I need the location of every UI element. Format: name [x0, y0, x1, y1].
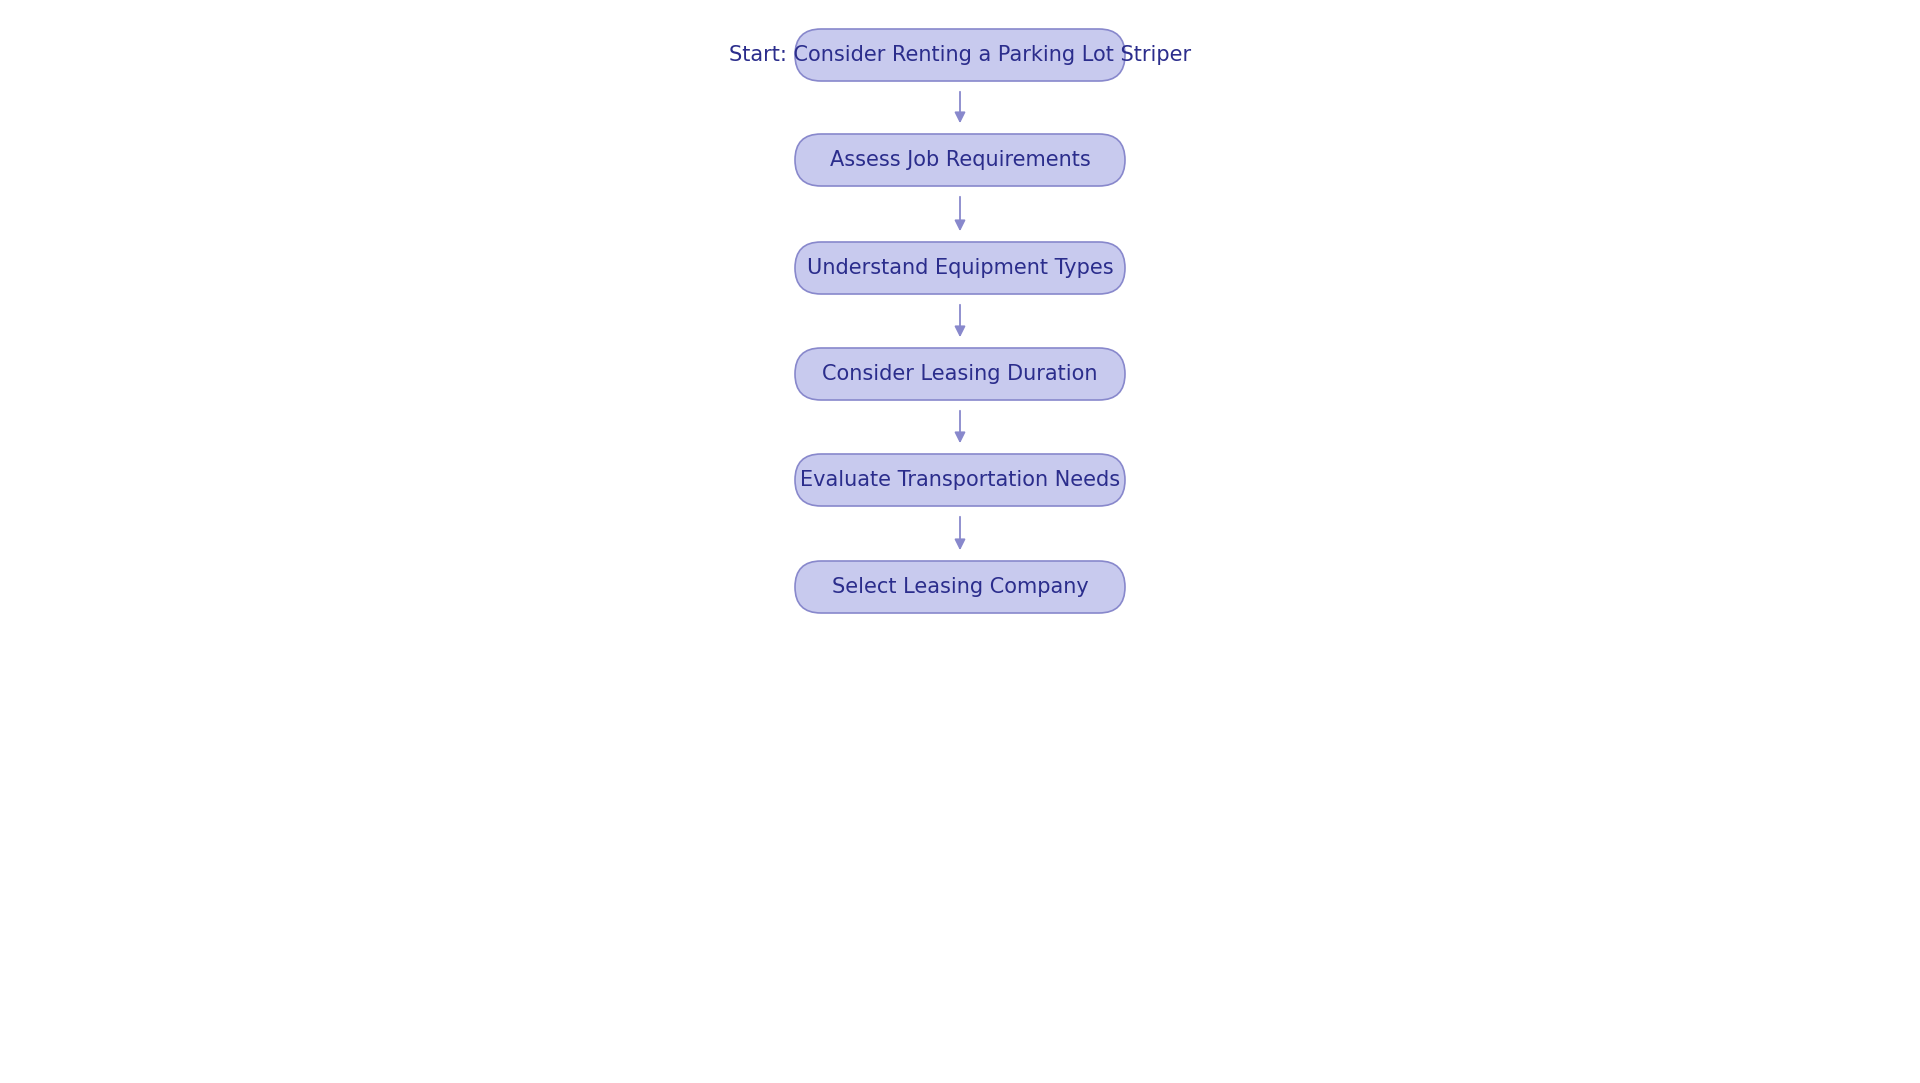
FancyBboxPatch shape: [795, 29, 1125, 81]
Text: Start: Consider Renting a Parking Lot Striper: Start: Consider Renting a Parking Lot St…: [730, 45, 1190, 65]
Text: Consider Leasing Duration: Consider Leasing Duration: [822, 364, 1098, 384]
FancyBboxPatch shape: [795, 348, 1125, 400]
FancyBboxPatch shape: [795, 454, 1125, 506]
Text: Evaluate Transportation Needs: Evaluate Transportation Needs: [801, 470, 1119, 490]
FancyBboxPatch shape: [795, 134, 1125, 186]
Text: Assess Job Requirements: Assess Job Requirements: [829, 151, 1091, 170]
Text: Select Leasing Company: Select Leasing Company: [831, 577, 1089, 597]
Text: Understand Equipment Types: Understand Equipment Types: [806, 258, 1114, 278]
FancyBboxPatch shape: [795, 242, 1125, 293]
FancyBboxPatch shape: [795, 561, 1125, 613]
